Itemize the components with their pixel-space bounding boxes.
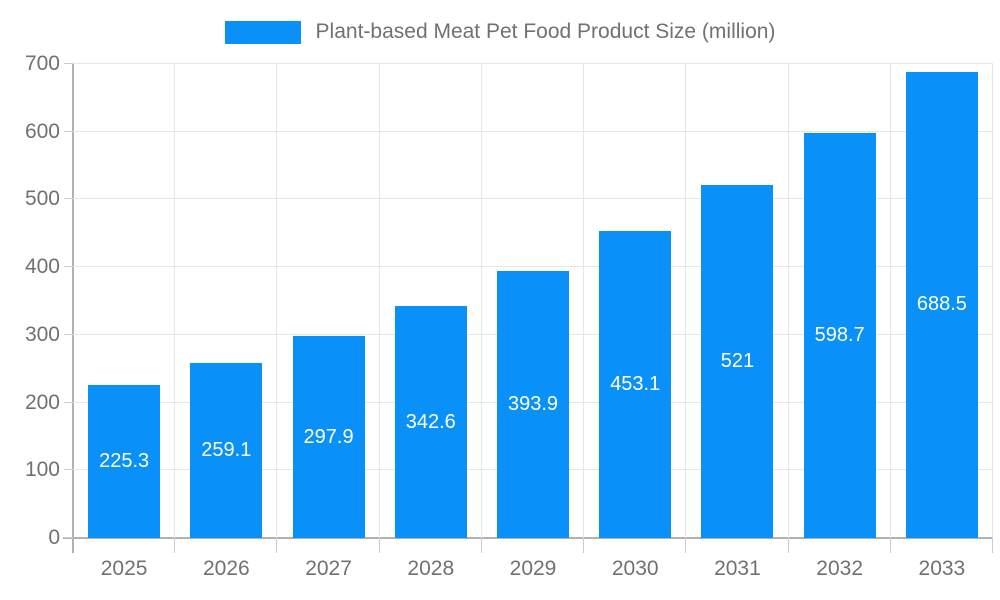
x-axis-tick [378,538,380,553]
bar-value-label: 598.7 [814,323,865,346]
y-axis-label: 200 [24,390,60,414]
y-axis-tick [64,63,73,64]
gridline [174,64,176,538]
gridline [685,64,687,538]
y-axis-label: 0 [48,526,60,549]
bar[interactable]: 688.5 [905,71,978,538]
legend[interactable]: Plant-based Meat Pet Food Product Size (… [0,20,1000,44]
bar-value-label: 393.9 [507,393,559,416]
y-axis-tick [64,333,73,335]
y-axis-tick [64,401,73,403]
y-axis-tick [64,266,73,268]
bar-value-label: 297.9 [303,425,354,448]
gridline [787,64,789,538]
gridline [583,64,585,538]
bar[interactable]: 225.3 [88,385,161,538]
y-axis-tick [64,130,73,132]
x-axis-tick [889,538,891,553]
bar-value-label: 259.1 [201,438,252,461]
gridline [73,63,993,64]
bar-value-label: 521 [720,350,755,373]
legend-swatch-icon [224,20,301,44]
x-axis-tick [787,538,789,553]
gridline [378,64,380,538]
bar[interactable]: 521 [701,185,774,538]
y-axis-tick [64,537,73,538]
x-axis-label: 2031 [714,557,761,580]
x-axis-label: 2030 [611,557,659,580]
y-axis-line [72,64,74,553]
x-axis-tick [174,538,176,553]
bar-value-label: 225.3 [99,450,150,473]
x-axis-tick [583,538,585,553]
bar-value-label: 342.6 [405,410,456,433]
gridline [889,64,891,538]
x-axis-label: 2033 [918,557,966,580]
y-axis-tick [64,469,73,471]
y-axis-label: 400 [24,255,60,279]
x-axis-label: 2026 [202,557,250,580]
x-axis-tick [685,538,687,553]
x-axis-label: 2032 [816,557,864,580]
legend-label: Plant-based Meat Pet Food Product Size (… [315,20,776,43]
plot-area: 0 100 200 300 400 500 600 700 2025 225.3 2026 259.1… [25,52,993,580]
y-axis-label: 300 [24,322,60,346]
x-axis-label: 2028 [407,557,455,580]
gridline [992,64,993,538]
bar[interactable]: 297.9 [292,336,365,538]
x-axis-label: 2029 [509,557,557,580]
bar-value-label: 688.5 [916,293,967,316]
bar[interactable]: 393.9 [497,271,569,538]
y-axis-tick [64,198,73,200]
bar[interactable]: 342.6 [394,306,467,538]
gridline [276,64,278,538]
gridline [480,64,482,538]
x-axis-line [63,537,993,539]
gridline [73,266,993,268]
x-axis-tick [276,538,278,553]
bar[interactable]: 598.7 [803,132,876,538]
y-axis-label: 100 [24,458,60,482]
y-axis-label: 600 [24,119,60,143]
x-axis-label: 2027 [305,557,352,580]
gridline [73,198,993,200]
x-axis-tick [992,538,993,553]
bar[interactable]: 259.1 [190,362,263,538]
x-axis-tick [480,538,482,553]
gridline [73,130,993,132]
x-axis-label: 2025 [100,557,148,580]
y-axis-label: 500 [24,187,60,211]
bar-value-label: 453.1 [610,373,661,396]
y-axis-label: 700 [24,52,60,75]
bar[interactable]: 453.1 [599,231,672,538]
